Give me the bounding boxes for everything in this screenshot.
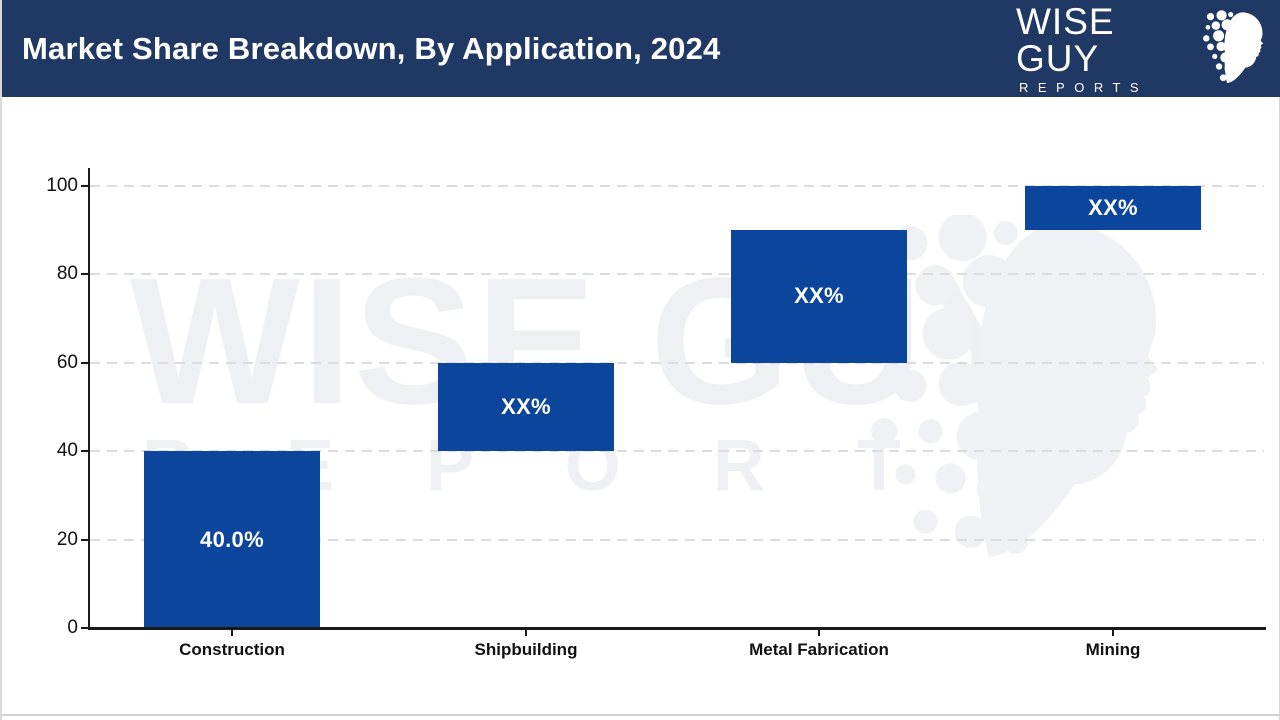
gridline-60 [90,361,1264,364]
y-tick-mark-80 [81,273,89,276]
category-label-shipbuilding: Shipbuilding [474,640,578,659]
bar-metal-fabrication: XX% [731,230,907,363]
gridline-100 [90,185,1264,187]
header-bar: Market Share Breakdown, By Application, … [2,0,1280,97]
y-tick-label-100: 100 [46,175,78,196]
chart-title: Market Share Breakdown, By Application, … [22,30,721,66]
x-tick-mark-shipbuilding [525,628,527,636]
bar-mining: XX% [1025,186,1201,231]
category-label-mining: Mining [1085,640,1141,659]
y-tick-mark-40 [81,450,89,453]
page-bottom-border [2,714,1280,716]
x-tick-mark-metal-fabrication [818,628,820,636]
y-tick-mark-20 [81,538,89,541]
category-label-metal-fabrication: Metal Fabrication [749,640,889,659]
gridline-80 [90,273,1264,276]
bar-label-shipbuilding: XX% [501,393,551,419]
bar-label-construction: 40.0% [200,526,264,552]
wise-guy-reports-logo: WISE GUY REPORTS [1016,3,1268,95]
logo-text: WISE GUY REPORTS [1016,3,1208,95]
y-tick-mark-0 [81,627,89,629]
bar-label-metal-fabrication: XX% [794,283,844,309]
category-label-construction: Construction [179,640,285,659]
gridline-20 [90,538,1264,541]
y-tick-label-60: 60 [56,351,78,373]
bar-construction: 40.0% [144,451,320,628]
y-tick-mark-60 [81,361,89,364]
x-tick-mark-mining [1112,628,1114,636]
bar-shipbuilding: XX% [438,362,614,452]
logo-subtitle: REPORTS [1019,80,1149,95]
x-tick-mark-construction [231,628,233,636]
logo-wordmark: WISE GUY [1016,1,1115,79]
bar-label-mining: XX% [1088,195,1138,221]
logo-head-icon [1203,10,1264,84]
plot-area: 0 20 40 60 80 100 40.0% Construction XX% Shipbuil… [2,97,1280,717]
x-axis-line [88,627,1266,630]
y-tick-label-80: 80 [56,263,78,285]
y-tick-label-0: 0 [67,617,78,638]
y-tick-label-40: 40 [56,440,78,462]
y-tick-mark-100 [81,185,89,187]
y-axis-line [88,168,90,628]
gridline-40 [90,450,1264,453]
y-tick-label-20: 20 [56,528,78,550]
